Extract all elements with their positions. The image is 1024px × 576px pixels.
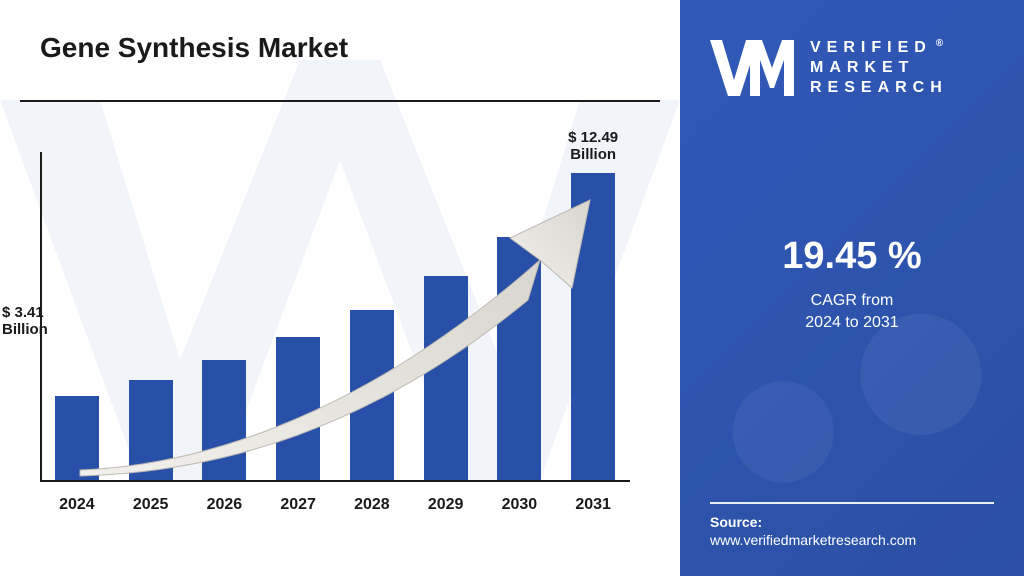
bar-value-label-first: $ 3.41Billion [2, 304, 122, 339]
cagr-caption-line2: 2024 to 2031 [805, 314, 898, 331]
title-underline [20, 100, 660, 102]
brand-logo-text: VERIFIED ® MARKET RESEARCH [810, 38, 948, 98]
x-axis [40, 480, 630, 482]
source-label: Source: [710, 514, 994, 530]
bar-value-label-last: $ 12.49Billion [533, 129, 653, 164]
bar-slot [261, 337, 335, 480]
bar [350, 310, 394, 480]
bar [424, 276, 468, 480]
x-label: 2024 [40, 486, 114, 520]
x-label: 2028 [335, 486, 409, 520]
x-label: 2025 [114, 486, 188, 520]
bar [129, 380, 173, 480]
x-label: 2029 [409, 486, 483, 520]
x-labels: 20242025202620272028202920302031 [40, 486, 630, 520]
cagr-block: 19.45 % CAGR from 2024 to 2031 [680, 235, 1024, 335]
bar [497, 237, 541, 480]
bar-slot: $ 3.41Billion [40, 396, 114, 480]
chart-title: Gene Synthesis Market [40, 32, 348, 64]
bars-container: $ 3.41Billion $ 12.49Billion [40, 160, 630, 480]
cagr-caption: CAGR from 2024 to 2031 [680, 290, 1024, 335]
bar [202, 360, 246, 480]
logo-line-2: MARKET [810, 58, 948, 78]
source-block: Source: www.verifiedmarketresearch.com [710, 502, 994, 548]
logo-line-1: VERIFIED [810, 39, 932, 56]
vm-logo-icon [710, 38, 796, 98]
cagr-caption-line1: CAGR from [811, 292, 894, 309]
bar [571, 173, 615, 480]
bar-slot [483, 237, 557, 480]
bar-chart: $ 3.41Billion $ 12.49Billion 202420252026… [40, 140, 630, 520]
source-divider [710, 502, 994, 504]
cagr-value: 19.45 % [680, 235, 1024, 278]
x-label: 2030 [483, 486, 557, 520]
bar-slot [114, 380, 188, 480]
left-panel: Gene Synthesis Market $ 3.41Billion $ 12.… [0, 0, 680, 576]
bar [55, 396, 99, 480]
bar-slot: $ 12.49Billion [556, 173, 630, 480]
registered-mark: ® [936, 38, 943, 49]
bar-slot [188, 360, 262, 480]
brand-logo: VERIFIED ® MARKET RESEARCH [710, 28, 1004, 108]
x-label: 2031 [556, 486, 630, 520]
x-label: 2026 [188, 486, 262, 520]
logo-line-3: RESEARCH [810, 78, 948, 98]
bar-slot [335, 310, 409, 480]
x-label: 2027 [261, 486, 335, 520]
right-panel: VERIFIED ® MARKET RESEARCH 19.45 % CAGR f… [680, 0, 1024, 576]
source-url: www.verifiedmarketresearch.com [710, 532, 994, 548]
bar [276, 337, 320, 480]
bar-slot [409, 276, 483, 480]
